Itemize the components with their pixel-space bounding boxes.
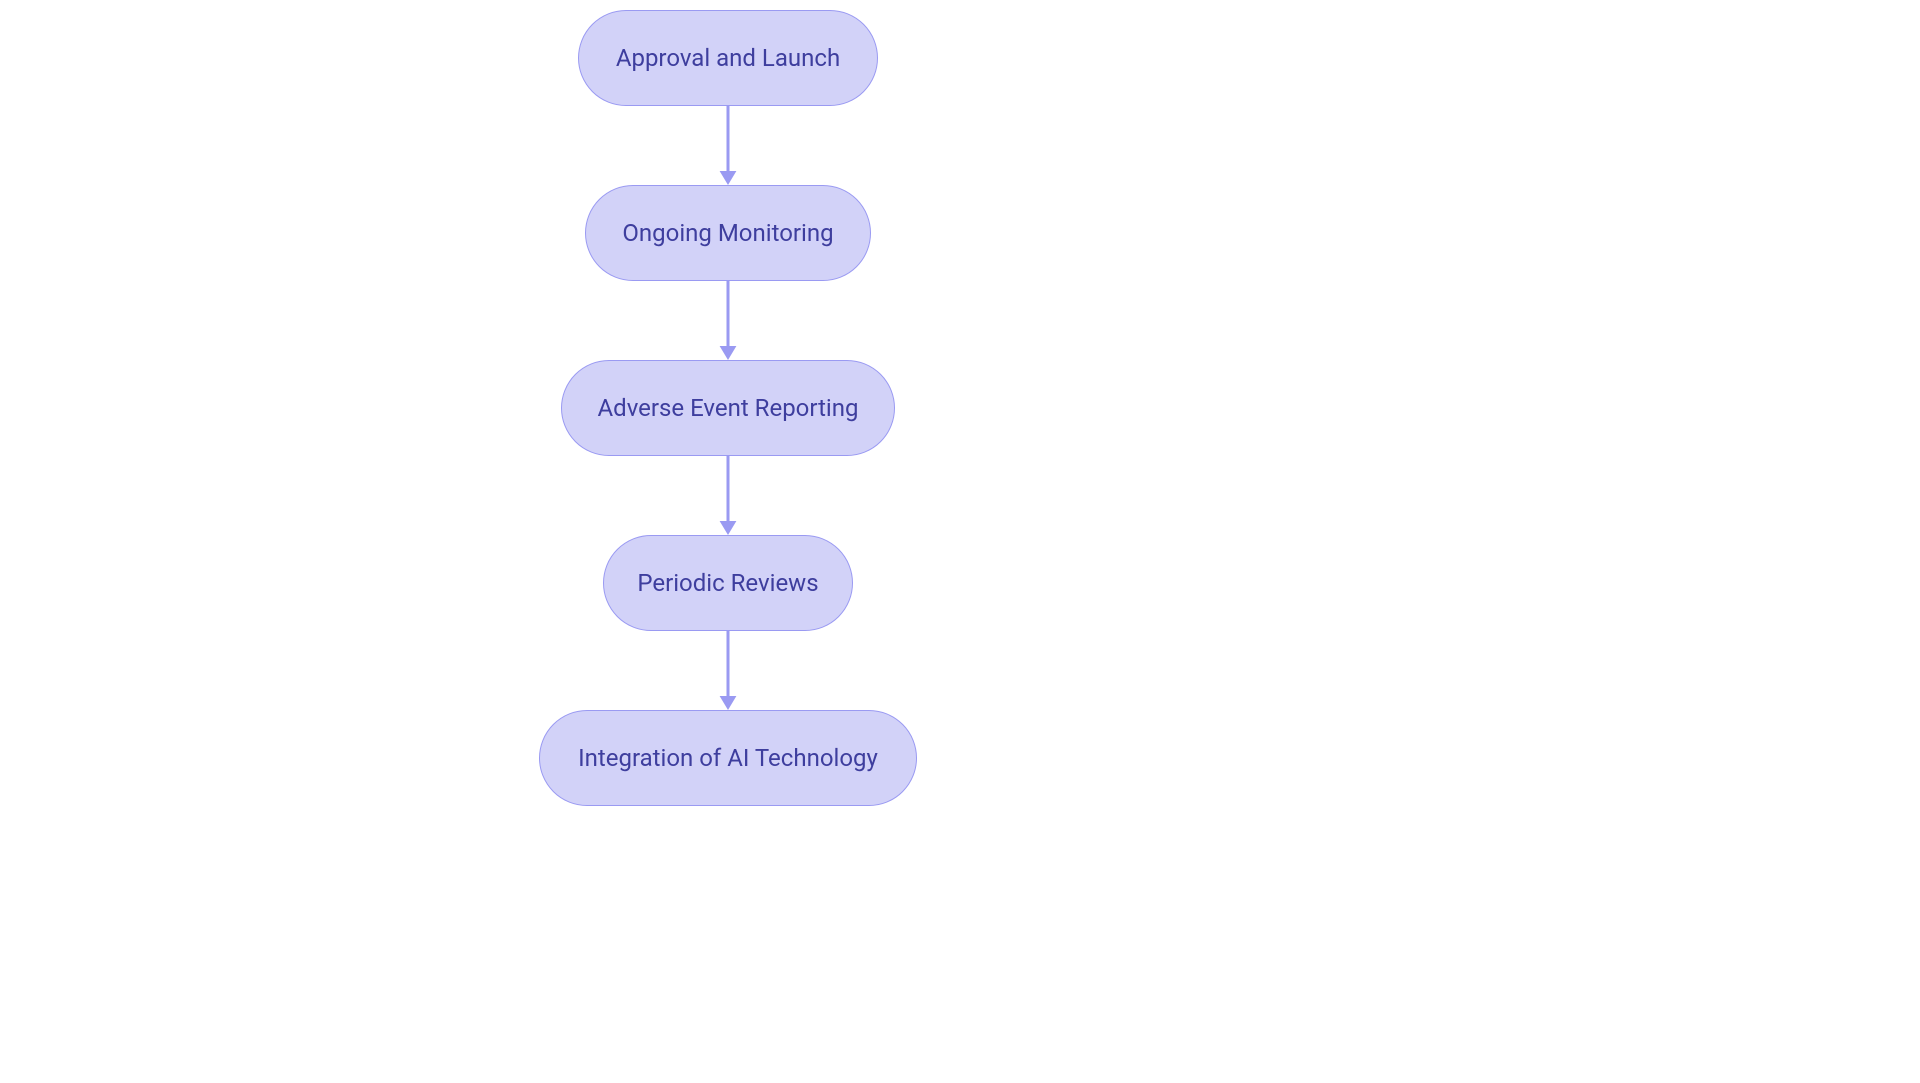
flowchart-node-label: Integration of AI Technology [578,744,878,772]
flowchart-node: Ongoing Monitoring [585,185,871,281]
edge-arrow [708,281,748,360]
flowchart-node-label: Adverse Event Reporting [598,394,859,422]
flowchart-node-label: Approval and Launch [616,44,840,72]
edge-arrow [708,106,748,185]
flowchart-canvas: Approval and Launch Ongoing Monitoring Adv… [0,0,1920,1083]
flowchart-node: Integration of AI Technology [539,710,917,806]
edge-arrow [708,631,748,710]
flowchart-node: Periodic Reviews [603,535,853,631]
flowchart-node-label: Periodic Reviews [637,569,818,597]
flowchart-node-label: Ongoing Monitoring [622,219,833,247]
flowchart-node: Adverse Event Reporting [561,360,895,456]
flowchart-node: Approval and Launch [578,10,878,106]
edge-arrow [708,456,748,535]
